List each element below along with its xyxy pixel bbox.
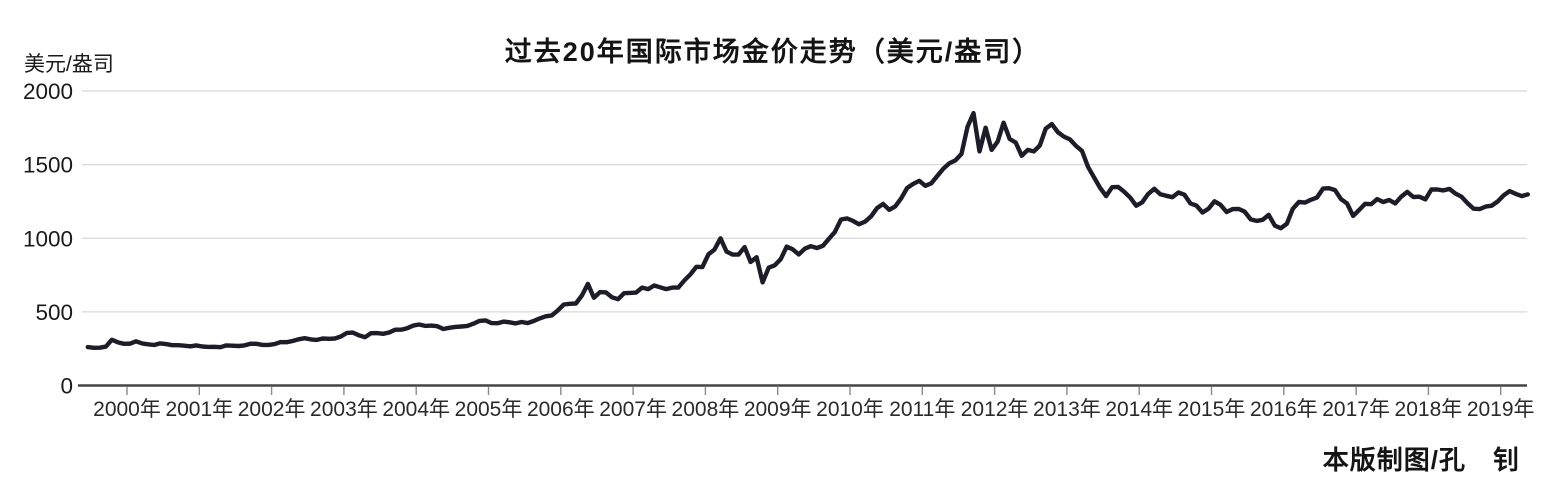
x-axis-label: 2010年 [816,398,884,421]
x-axis-label: 2013年 [1033,398,1101,421]
x-axis-label: 2002年 [238,398,306,421]
x-axis-label: 2019年 [1467,398,1535,421]
x-axis-label: 2011年 [889,398,955,421]
y-axis-label-0: 0 [60,374,73,399]
x-axis-label: 2014年 [1105,398,1173,421]
y-axis-label-1000: 1000 [23,226,73,251]
y-axis-label-500: 500 [35,300,73,325]
x-axis-label: 2018年 [1395,398,1463,421]
credit-byline: 本版制图/孔 钊 [1322,445,1520,475]
x-axis-label: 2001年 [165,398,233,421]
x-axis-label: 2012年 [961,398,1029,421]
x-axis-label: 2003年 [310,398,378,421]
y-axis-label-1500: 1500 [23,153,73,178]
x-axis-label: 2000年 [93,398,161,421]
x-axis-label: 2016年 [1250,398,1318,421]
chart-title: 过去20年国际市场金价走势（美元/盎司） [504,37,1042,67]
x-axis-label: 2017年 [1322,398,1390,421]
y-axis-unit-label: 美元/盎司 [24,53,114,76]
x-axis-label: 2007年 [599,398,667,421]
x-axis-label: 2004年 [382,398,450,421]
x-axis-label: 2006年 [527,398,595,421]
y-axis-label-2000: 2000 [23,79,73,104]
x-axis-label: 2009年 [744,398,812,421]
x-axis-label: 2015年 [1178,398,1246,421]
x-axis-label: 2008年 [672,398,740,421]
x-axis-label: 2005年 [455,398,523,421]
price-line [85,110,1531,350]
